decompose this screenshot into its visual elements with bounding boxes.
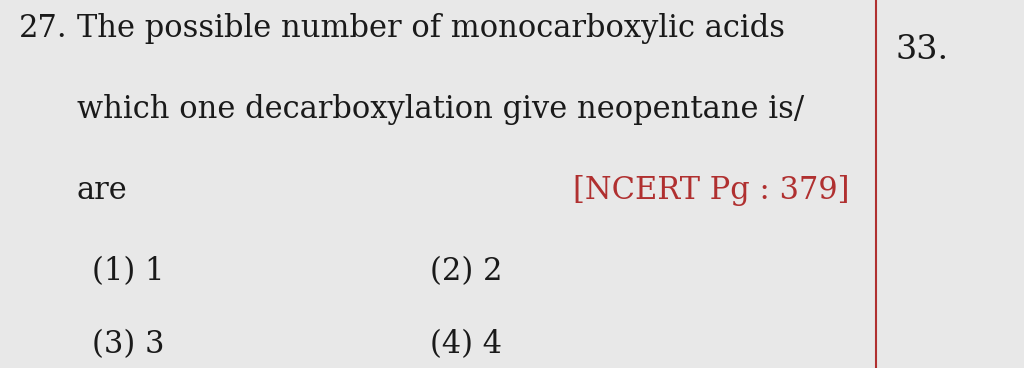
Text: (2) 2: (2) 2 — [430, 256, 503, 287]
Text: [NCERT Pg : 379]: [NCERT Pg : 379] — [573, 175, 850, 206]
Text: 33.: 33. — [896, 34, 949, 66]
Text: (4) 4: (4) 4 — [430, 329, 502, 360]
Text: (1) 1: (1) 1 — [92, 256, 165, 287]
Text: The possible number of monocarboxylic acids: The possible number of monocarboxylic ac… — [77, 13, 784, 44]
Text: which one decarboxylation give neopentane is/: which one decarboxylation give neopentan… — [77, 94, 804, 125]
Text: are: are — [77, 175, 128, 206]
Text: 27.: 27. — [18, 13, 67, 44]
Text: (3) 3: (3) 3 — [92, 329, 165, 360]
